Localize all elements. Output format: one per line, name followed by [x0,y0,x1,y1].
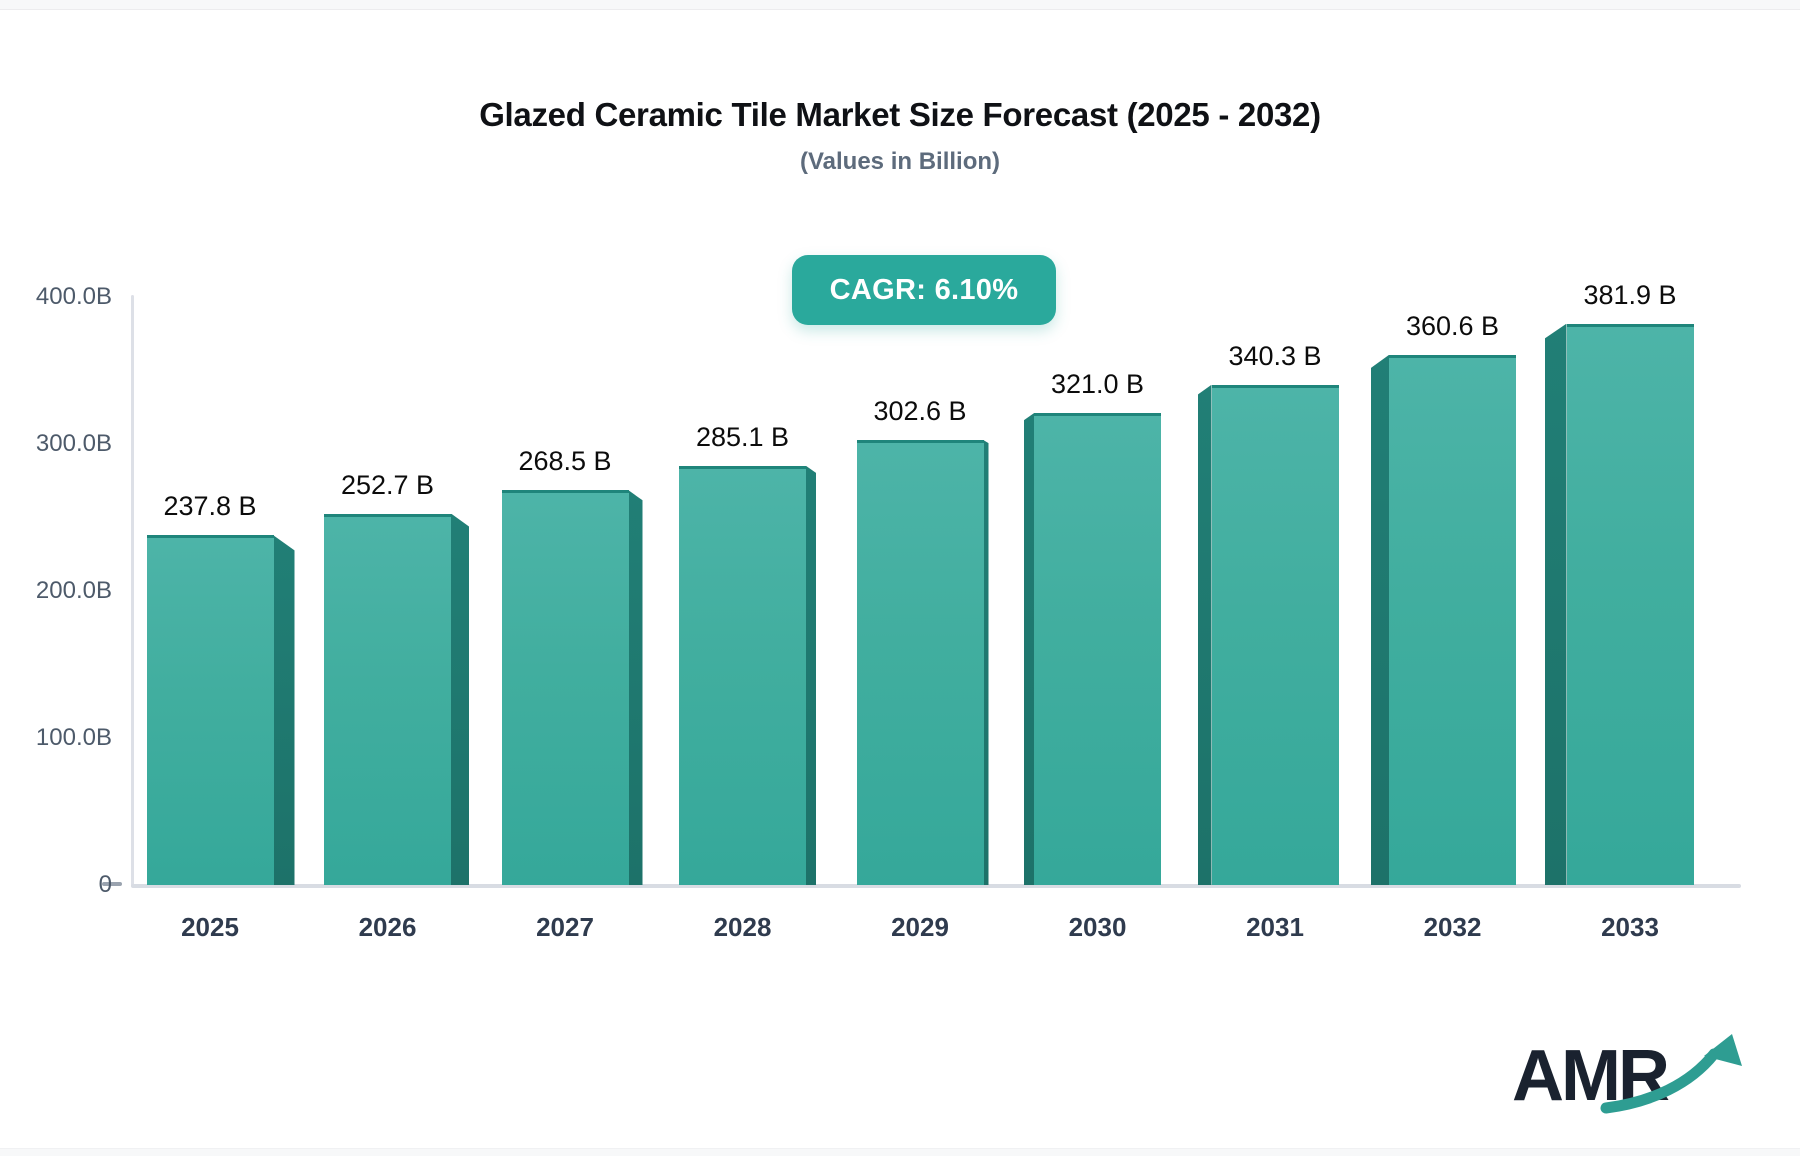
trend-arrow-icon [1600,1034,1742,1114]
x-tick-label: 2027 [536,912,594,942]
zero-tick-dash [102,882,122,886]
x-tick-label: 2030 [1068,912,1127,942]
bar-value-label: 237.8 B [163,491,257,522]
x-tick-label: 2031 [1246,912,1304,942]
y-tick-label: 0 [98,871,112,898]
top-edge-strip [0,0,1800,10]
bar-value-label: 268.5 B [518,446,612,477]
x-tick-label: 2029 [891,912,949,942]
y-tick-label: 400.0B [35,283,112,310]
bar-value-label: 360.6 B [1405,310,1500,341]
y-tick-label: 300.0B [35,430,112,457]
x-tick-label: 2026 [358,912,417,942]
bar-face [856,440,984,885]
chart-subtitle: (Values in Billion) [799,148,1001,175]
bar-face [501,490,629,885]
x-axis-line [131,884,1741,888]
x-tick-label: 2028 [713,912,772,942]
bar-side-face [1544,323,1567,885]
bar-value-label: 381.9 B [1583,279,1677,310]
bar-value-label: 321.0 B [1050,369,1145,400]
bar-value-label: 285.1 B [695,421,790,452]
y-tick-label: 100.0B [35,724,112,751]
cagr-badge-label: CAGR: 6.10% [829,273,1019,306]
bar-side-face [273,535,295,885]
bar-side-face [628,490,643,885]
chart-title: Glazed Ceramic Tile Market Size Forecast… [479,96,1321,133]
bar-face [324,513,451,885]
x-tick-label: 2033 [1601,912,1659,942]
bar-side-face [1024,413,1034,885]
bar-face [146,535,274,885]
bar-face [679,465,806,885]
bar-face [1566,323,1694,885]
x-tick-label: 2025 [181,912,239,942]
cagr-badge: CAGR: 6.10% [792,255,1056,325]
bar-value-label: 252.7 B [340,469,435,500]
bar-face [1389,354,1516,885]
bar-side-face [983,440,989,885]
amr-logo: AMR [1512,1032,1742,1118]
bar-side-face [1197,384,1212,885]
bottom-edge-strip [0,1148,1800,1156]
bar-face [1034,413,1161,885]
bar-side-face [1371,354,1389,885]
bar-face [1211,384,1339,885]
bar-value-label: 302.6 B [873,396,967,427]
y-tick-label: 200.0B [35,577,112,604]
bar-side-face [806,465,816,885]
bar-value-label: 340.3 B [1228,340,1322,371]
bar-side-face [451,513,469,885]
x-tick-label: 2032 [1423,912,1482,942]
y-axis-line [131,295,134,887]
